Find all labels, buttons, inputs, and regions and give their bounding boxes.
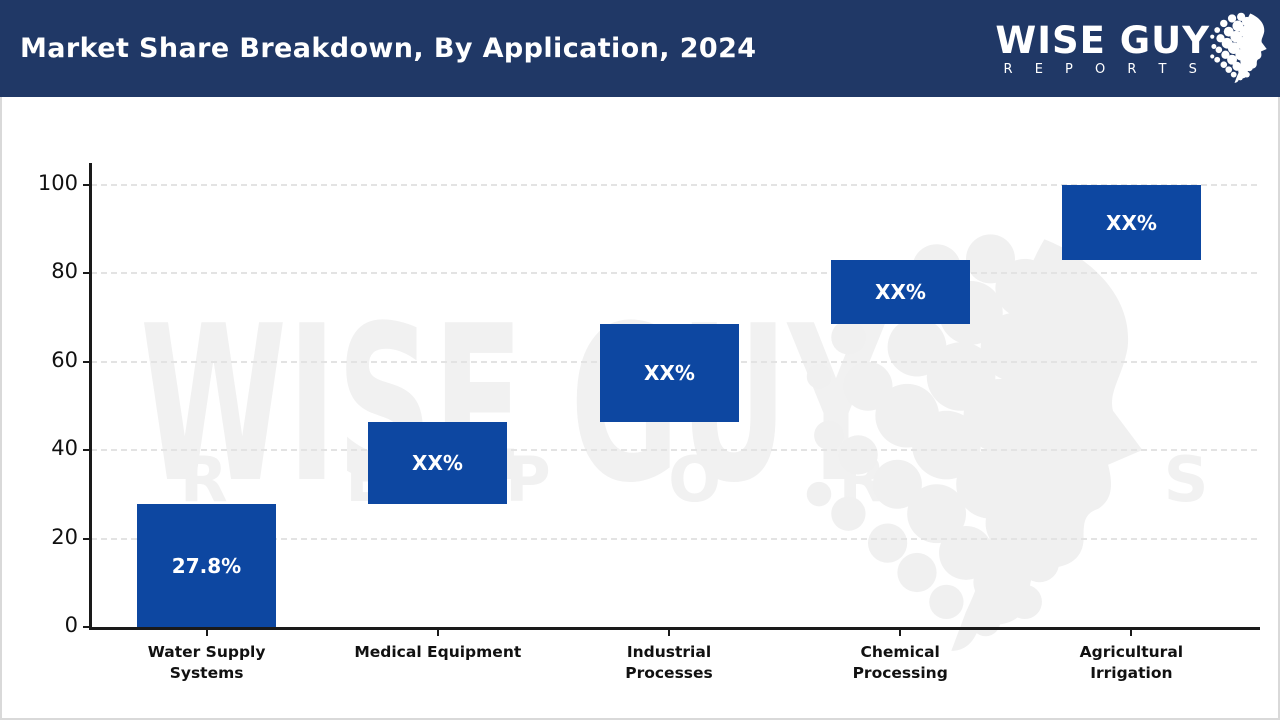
logo-text: WISE GUY R E P O R T S	[995, 22, 1210, 77]
wise-guy-logo: WISE GUY R E P O R T S	[995, 4, 1270, 94]
bar-value-label: 27.8%	[171, 553, 242, 578]
x-category-label: Agricultural Irrigation	[1079, 643, 1184, 682]
logo-wordmark: WISE GUY	[995, 18, 1210, 62]
bar-value-label: XX%	[644, 360, 695, 385]
y-tick-label: 100	[37, 171, 78, 196]
x-tick-mark	[1130, 627, 1133, 636]
x-tick-mark	[899, 627, 902, 636]
x-category-label: Industrial Processes	[625, 643, 713, 682]
watermark-wordmark: WISE GUY	[140, 279, 885, 530]
y-tick-label: 0	[64, 613, 78, 637]
logo-subtitle: R E P O R T S	[1003, 61, 1206, 77]
y-tick-mark	[83, 449, 91, 452]
x-category-label: Medical Equipment	[354, 643, 522, 661]
bar-value-label: XX%	[412, 450, 463, 475]
logo-face-icon	[1204, 9, 1270, 89]
x-category-label: Chemical Processing	[852, 643, 948, 682]
gridline	[91, 272, 1257, 275]
y-tick-label: 80	[51, 259, 78, 284]
bar-value-label: XX%	[1106, 210, 1157, 235]
x-category-label: Water Supply Systems	[147, 643, 266, 682]
bar-value-label: XX%	[875, 280, 926, 305]
waterfall-bar: XX%	[368, 421, 507, 505]
plot-area: 0 20 40 60 80 100 27.8% Water Supply Systems XX%…	[2, 97, 1278, 718]
x-tick-mark	[668, 627, 670, 636]
y-tick-mark	[83, 626, 91, 628]
y-tick-mark	[83, 537, 91, 540]
y-tick-mark	[83, 184, 91, 187]
y-axis-line	[89, 163, 92, 629]
y-tick-label: 40	[51, 436, 78, 461]
waterfall-bar: XX%	[1062, 185, 1201, 261]
waterfall-bar: XX%	[600, 324, 739, 422]
y-tick-mark	[83, 360, 91, 363]
gridline	[91, 537, 1257, 540]
chart-canvas: WISE GUY R E P O R T S 0 20 40 60 80 100 27.8%…	[0, 97, 1280, 720]
y-tick-label: 20	[51, 524, 78, 549]
waterfall-bar: XX%	[831, 260, 970, 325]
gridline	[91, 449, 1257, 452]
x-tick-mark	[205, 627, 208, 636]
header-bar: Market Share Breakdown, By Application, …	[0, 0, 1280, 97]
y-tick-mark	[83, 272, 91, 275]
gridline	[91, 184, 1257, 187]
x-tick-mark	[436, 627, 439, 636]
y-tick-label: 60	[51, 347, 78, 372]
x-axis-line	[89, 627, 1260, 630]
chart-title: Market Share Breakdown, By Application, …	[20, 33, 757, 64]
waterfall-bar: 27.8%	[137, 504, 276, 627]
